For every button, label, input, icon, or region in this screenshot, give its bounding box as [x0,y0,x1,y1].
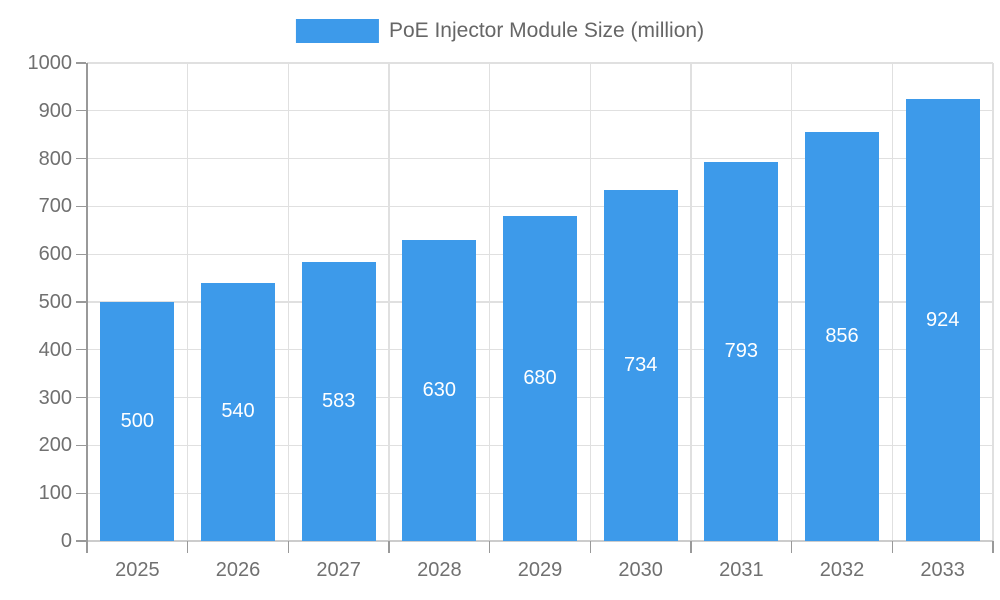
x-axis-line [87,540,993,542]
bar: 680 [503,215,577,541]
x-axis-tick-label: 2026 [215,559,261,581]
y-tick [76,492,86,494]
x-tick [86,541,88,553]
bar: 734 [603,190,678,541]
y-tick [76,301,86,303]
x-axis-tick-label: 2032 [819,559,865,581]
bar-value-label: 583 [321,390,356,413]
x-tick [992,541,994,553]
y-axis-line [86,63,88,541]
legend-swatch-icon [295,19,379,43]
bar: 856 [805,131,879,541]
bar: 630 [402,239,477,541]
y-tick [76,110,86,112]
y-axis-tick-label: 800 [38,147,72,170]
y-tick [76,157,86,160]
y-tick [76,540,86,542]
y-axis-tick-label: 400 [38,338,72,361]
y-axis-tick-label: 0 [60,530,72,552]
x-tick [287,541,290,553]
bar-value-label: 924 [925,308,960,331]
bar-value-label: 793 [724,339,759,362]
x-axis-tick-label: 2030 [618,559,663,581]
y-tick [76,205,86,208]
y-axis-tick-label: 700 [38,195,72,218]
y-axis-tick-label: 500 [38,291,72,313]
y-tick [76,349,86,351]
y-axis-tick-label: 100 [38,482,72,505]
legend-label: PoE Injector Module Size (million) [388,19,705,42]
y-tick [76,253,86,255]
bar-value-label: 680 [523,366,557,389]
x-tick [690,541,692,553]
x-tick [589,541,592,553]
y-axis-tick-label: 1000 [27,52,73,74]
gridline [87,62,993,64]
x-axis-tick-label: 2028 [417,559,462,581]
x-tick [488,541,491,553]
y-axis-tick-label: 200 [38,434,72,457]
gridline [87,110,993,112]
bar-value-label: 856 [825,324,859,347]
bar: 540 [201,282,275,541]
plot-area: 500 540 583 630 680 734 793 856 924 [76,62,994,553]
bar: 793 [704,161,779,541]
bar-value-label: 500 [120,410,155,432]
y-axis-tick-label: 900 [38,99,72,122]
x-axis-tick-label: 2033 [920,559,965,581]
x-axis-tick-label: 2029 [517,559,563,581]
x-tick [790,541,793,553]
y-axis-tick-label: 300 [38,386,72,409]
bar-value-label: 630 [422,378,457,401]
bar: 583 [301,262,376,541]
bar-value-label: 734 [623,354,658,377]
y-tick [76,444,86,447]
y-tick [76,62,86,64]
legend[interactable]: PoE Injector Module Size (million) [295,19,705,43]
gridline [87,205,993,208]
x-tick [891,541,894,553]
bar-value-label: 540 [221,400,255,423]
x-tick [186,541,189,553]
y-axis-tick-label: 600 [38,243,72,266]
x-axis-tick-label: 2027 [316,559,361,581]
bar: 924 [905,99,980,541]
y-tick [76,396,86,399]
bar: 500 [100,302,175,541]
x-axis-tick-label: 2031 [719,559,764,581]
gridline [87,157,993,160]
x-tick [388,541,390,553]
x-axis-tick-label: 2025 [115,559,160,581]
